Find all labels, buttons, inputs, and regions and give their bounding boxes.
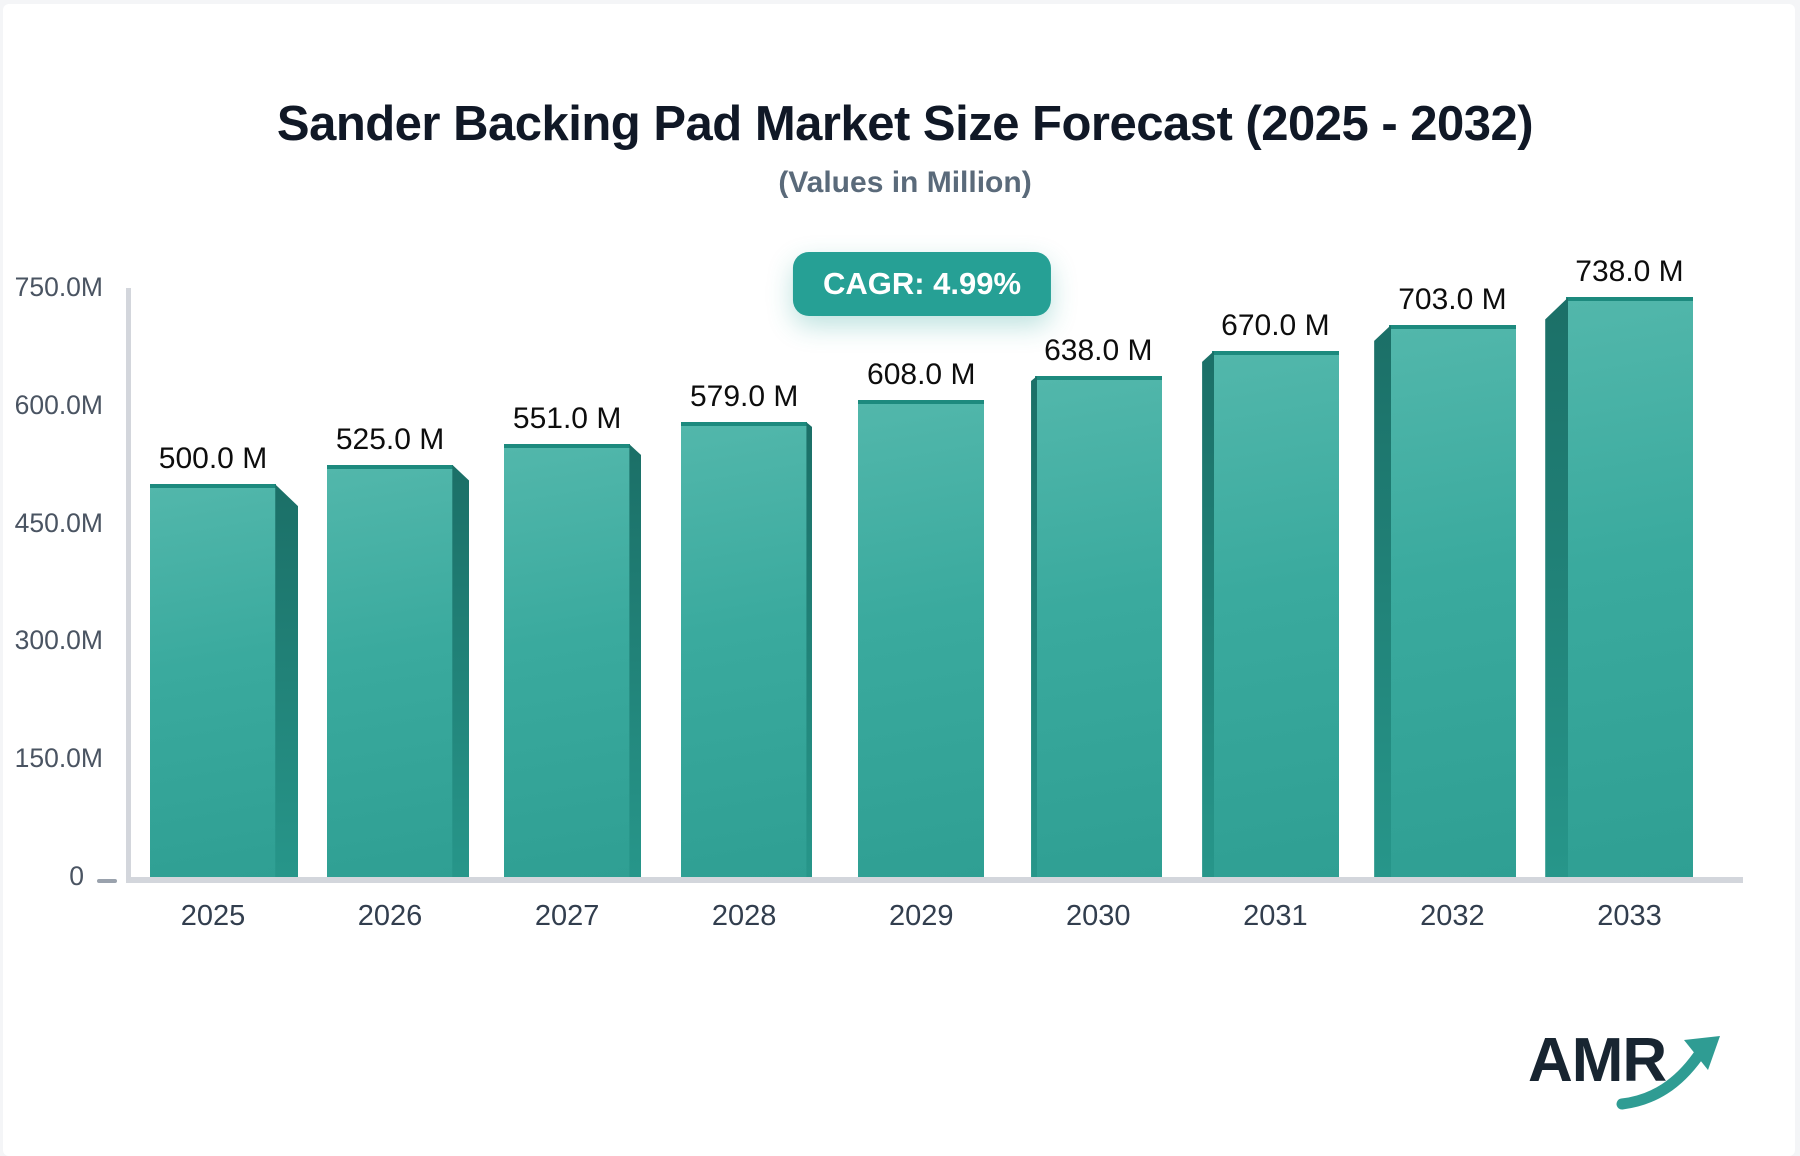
bar-value-label: 738.0 M: [1575, 255, 1684, 289]
amr-logo-text: AMR: [1528, 1026, 1667, 1095]
x-axis-tick-label: 2031: [1243, 900, 1308, 932]
bar-2028[interactable]: [680, 422, 808, 877]
x-axis-tick-label: 2033: [1597, 900, 1662, 932]
bar-value-label: 579.0 M: [689, 380, 799, 414]
y-axis-tick-label: 150.0M: [14, 743, 103, 774]
chart-subtitle: (Values in Million): [778, 166, 1032, 199]
bar-side-face-2030: [1031, 375, 1038, 877]
amr-logo: AMR: [1528, 1030, 1728, 1120]
y-axis-line: [126, 288, 131, 878]
bar-2032[interactable]: [1389, 324, 1516, 877]
growth-arrow-icon: [1616, 1036, 1720, 1110]
bar-side-face-2032: [1374, 324, 1392, 877]
bar-value-label: 703.0 M: [1398, 282, 1507, 316]
bar-2025[interactable]: [149, 484, 277, 877]
chart-card: Sander Backing Pad Market Size Forecast …: [3, 4, 1795, 1156]
y-axis-tick-label: 0: [69, 861, 84, 891]
x-axis-tick-label: 2025: [180, 900, 246, 932]
bar-value-label: 500.0 M: [158, 442, 268, 476]
bar-side-face-2031: [1202, 350, 1215, 877]
bar-side-face-2026: [452, 464, 470, 877]
x-axis-tick-label: 2032: [1420, 900, 1485, 932]
bar-2027[interactable]: [503, 444, 631, 877]
bar-2033[interactable]: [1566, 297, 1693, 877]
bar-value-label: 670.0 M: [1221, 308, 1330, 342]
y-axis-tick-label: 450.0M: [14, 507, 103, 538]
x-axis-line: [126, 877, 1743, 883]
bar-side-face-2027: [629, 444, 642, 877]
bar-2029[interactable]: [857, 399, 985, 877]
bar-side-face-2025: [275, 484, 299, 877]
bar-value-label: 551.0 M: [512, 402, 622, 436]
bar-side-face-2033: [1545, 297, 1569, 877]
x-axis-tick-label: 2030: [1066, 900, 1131, 932]
bar-side-face-2028: [806, 422, 813, 877]
zero-tick-mark: [97, 879, 117, 883]
x-axis-tick-label: 2028: [711, 900, 777, 932]
bar-value-label: 525.0 M: [335, 422, 445, 456]
y-axis-tick-label: 600.0M: [14, 389, 103, 420]
x-axis-tick-label: 2029: [888, 900, 954, 932]
bar-2030[interactable]: [1035, 375, 1162, 877]
y-axis-tick-label: 300.0M: [14, 625, 103, 656]
x-axis-tick-label: 2027: [534, 900, 600, 932]
bar-value-label: 608.0 M: [867, 357, 976, 391]
bar-value-label: 638.0 M: [1044, 333, 1153, 367]
bar-2031[interactable]: [1212, 350, 1339, 877]
bar-2026[interactable]: [326, 464, 454, 877]
cagr-badge: CAGR: 4.99%: [792, 252, 1052, 316]
chart-title: Sander Backing Pad Market Size Forecast …: [276, 97, 1534, 151]
x-axis-tick-label: 2026: [357, 900, 423, 932]
y-axis-tick-label: 750.0M: [14, 272, 103, 302]
